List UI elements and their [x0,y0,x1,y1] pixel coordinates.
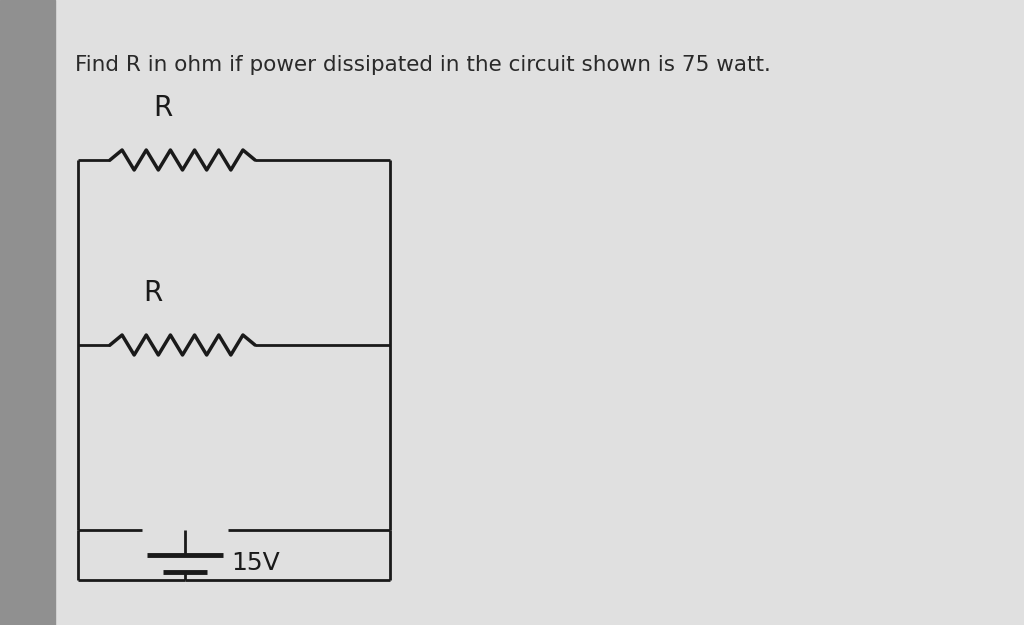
Text: R: R [143,279,162,307]
Text: 15V: 15V [231,551,280,576]
Bar [0,0,55,625]
Text: Find R in ohm if power dissipated in the circuit shown is 75 watt.: Find R in ohm if power dissipated in the… [75,55,771,75]
Text: R: R [153,94,172,122]
